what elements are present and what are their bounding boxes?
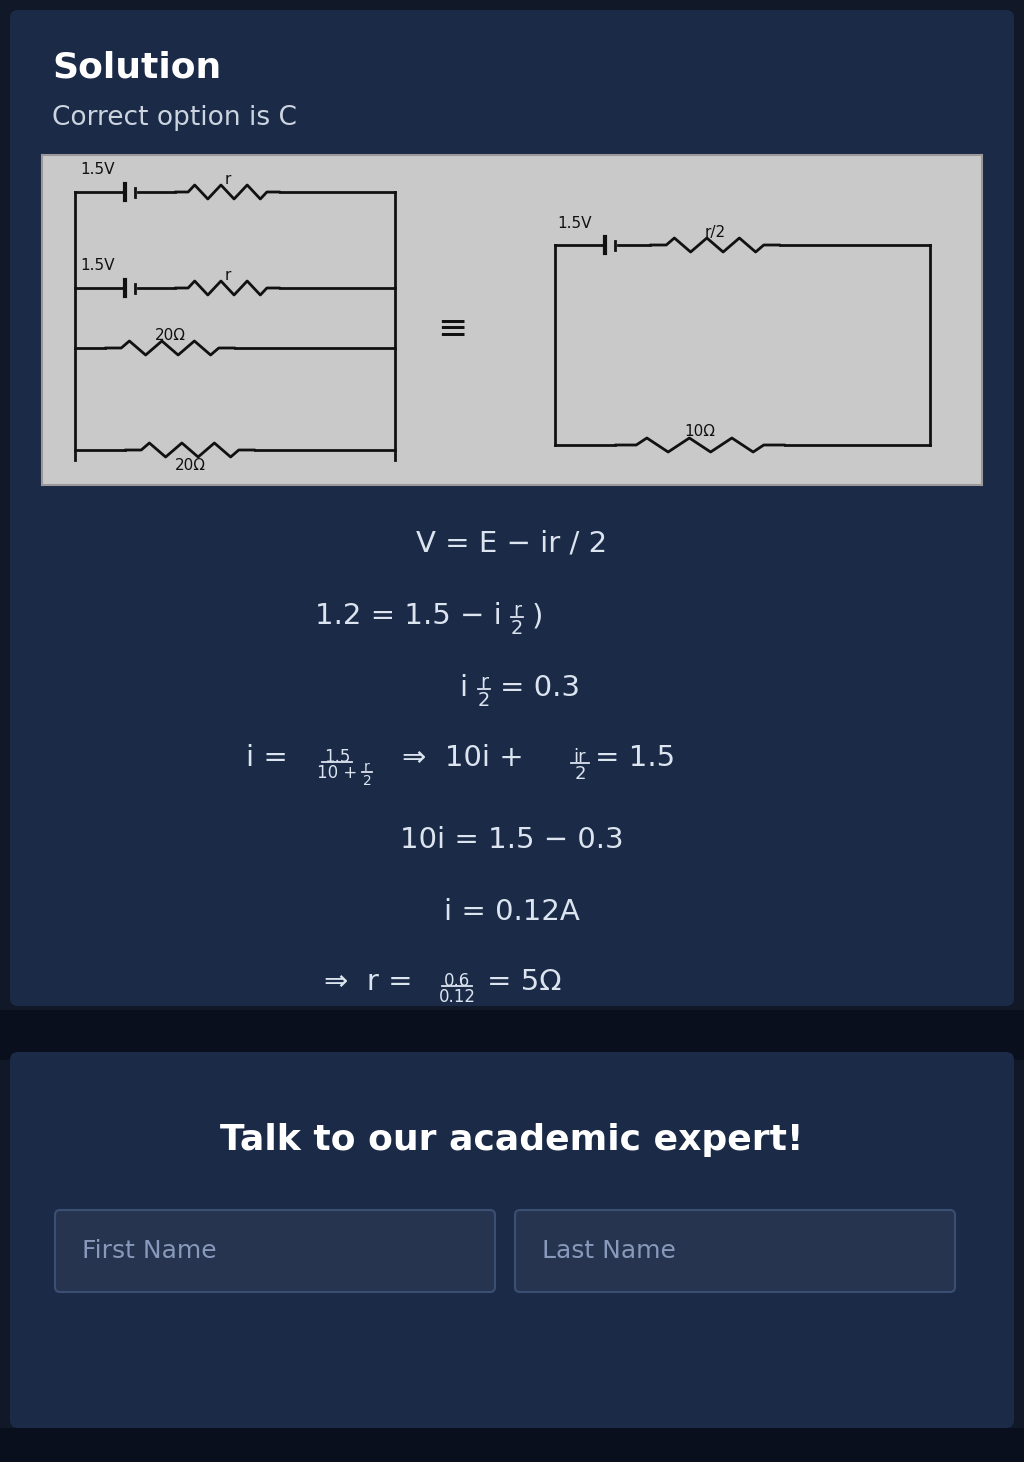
Text: r: r [513,601,521,620]
Text: 1.2 = 1.5 − i: 1.2 = 1.5 − i [315,602,502,630]
Text: 2: 2 [574,765,586,784]
Text: Solution: Solution [52,51,221,85]
Text: ≡: ≡ [437,311,467,345]
FancyBboxPatch shape [515,1211,955,1292]
Text: 1.5V: 1.5V [80,259,115,273]
Text: First Name: First Name [82,1238,217,1263]
Text: 1.5V: 1.5V [80,162,115,177]
Text: i =: i = [246,744,297,772]
Text: 0.12: 0.12 [438,988,475,1006]
Text: 1.5: 1.5 [324,749,350,766]
Bar [0,1010,1024,1060]
Text: ir: ir [573,749,587,766]
Text: i: i [459,674,467,702]
Text: = 5Ω: = 5Ω [487,968,561,996]
Text: Last Name: Last Name [542,1238,676,1263]
Text: r: r [480,673,488,692]
Text: 10 +: 10 + [316,765,357,782]
Text: r: r [224,171,230,187]
Text: 10Ω: 10Ω [684,424,716,440]
Text: 20Ω: 20Ω [155,327,185,342]
Text: ⇒  r =: ⇒ r = [325,968,422,996]
Text: 20Ω: 20Ω [174,458,206,472]
FancyBboxPatch shape [55,1211,495,1292]
Text: r/2: r/2 [705,225,726,240]
Text: 2: 2 [478,692,490,711]
Text: ⇒  10i +: ⇒ 10i + [402,744,534,772]
Text: 2: 2 [511,618,523,637]
FancyBboxPatch shape [10,1053,1014,1428]
Text: Talk to our academic expert!: Talk to our academic expert! [220,1123,804,1156]
Text: 0.6: 0.6 [443,972,470,990]
Text: Correct option is C: Correct option is C [52,105,297,132]
Text: 10i = 1.5 − 0.3: 10i = 1.5 − 0.3 [400,826,624,854]
Text: V = E − ir / 2: V = E − ir / 2 [417,531,607,558]
Text: r: r [365,760,370,773]
Bar [42,155,982,485]
Text: r: r [224,268,230,282]
Text: = 0.3: = 0.3 [500,674,580,702]
Text: i = 0.12A: i = 0.12A [444,898,580,925]
Text: = 1.5: = 1.5 [595,744,675,772]
Bar [0,1428,1024,1462]
Text: 1.5V: 1.5V [557,215,592,231]
Text: 2: 2 [362,773,372,788]
FancyBboxPatch shape [10,10,1014,1006]
Text: ): ) [532,602,544,630]
